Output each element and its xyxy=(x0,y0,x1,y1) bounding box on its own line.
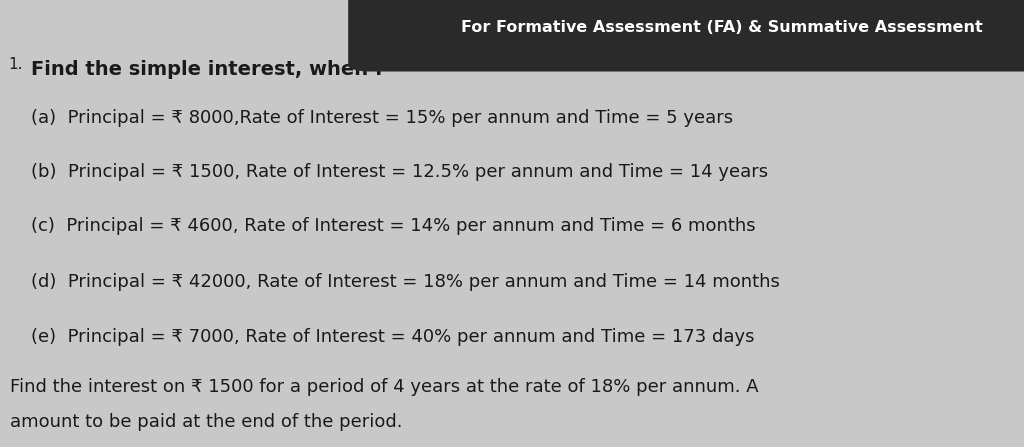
Text: (d)  Principal = ₹ 42000, Rate of Interest = 18% per annum and Time = 14 months: (d) Principal = ₹ 42000, Rate of Interes… xyxy=(31,273,779,291)
Text: Find the simple interest, when :: Find the simple interest, when : xyxy=(31,60,382,79)
Text: 1.: 1. xyxy=(8,57,23,72)
Text: Find the interest on ₹ 1500 for a period of 4 years at the rate of 18% per annum: Find the interest on ₹ 1500 for a period… xyxy=(10,378,759,396)
Text: (b)  Principal = ₹ 1500, Rate of Interest = 12.5% per annum and Time = 14 years: (b) Principal = ₹ 1500, Rate of Interest… xyxy=(31,163,768,181)
Text: (c)  Principal = ₹ 4600, Rate of Interest = 14% per annum and Time = 6 months: (c) Principal = ₹ 4600, Rate of Interest… xyxy=(31,217,756,235)
Text: (e)  Principal = ₹ 7000, Rate of Interest = 40% per annum and Time = 173 days: (e) Principal = ₹ 7000, Rate of Interest… xyxy=(31,329,755,346)
Text: (a)  Principal = ₹ 8000,Rate of Interest = 15% per annum and Time = 5 years: (a) Principal = ₹ 8000,Rate of Interest … xyxy=(31,110,733,127)
Text: For Formative Assessment (FA) & Summative Assessment: For Formative Assessment (FA) & Summativ… xyxy=(461,20,983,35)
FancyBboxPatch shape xyxy=(348,0,1024,72)
Text: amount to be paid at the end of the period.: amount to be paid at the end of the peri… xyxy=(10,413,402,431)
